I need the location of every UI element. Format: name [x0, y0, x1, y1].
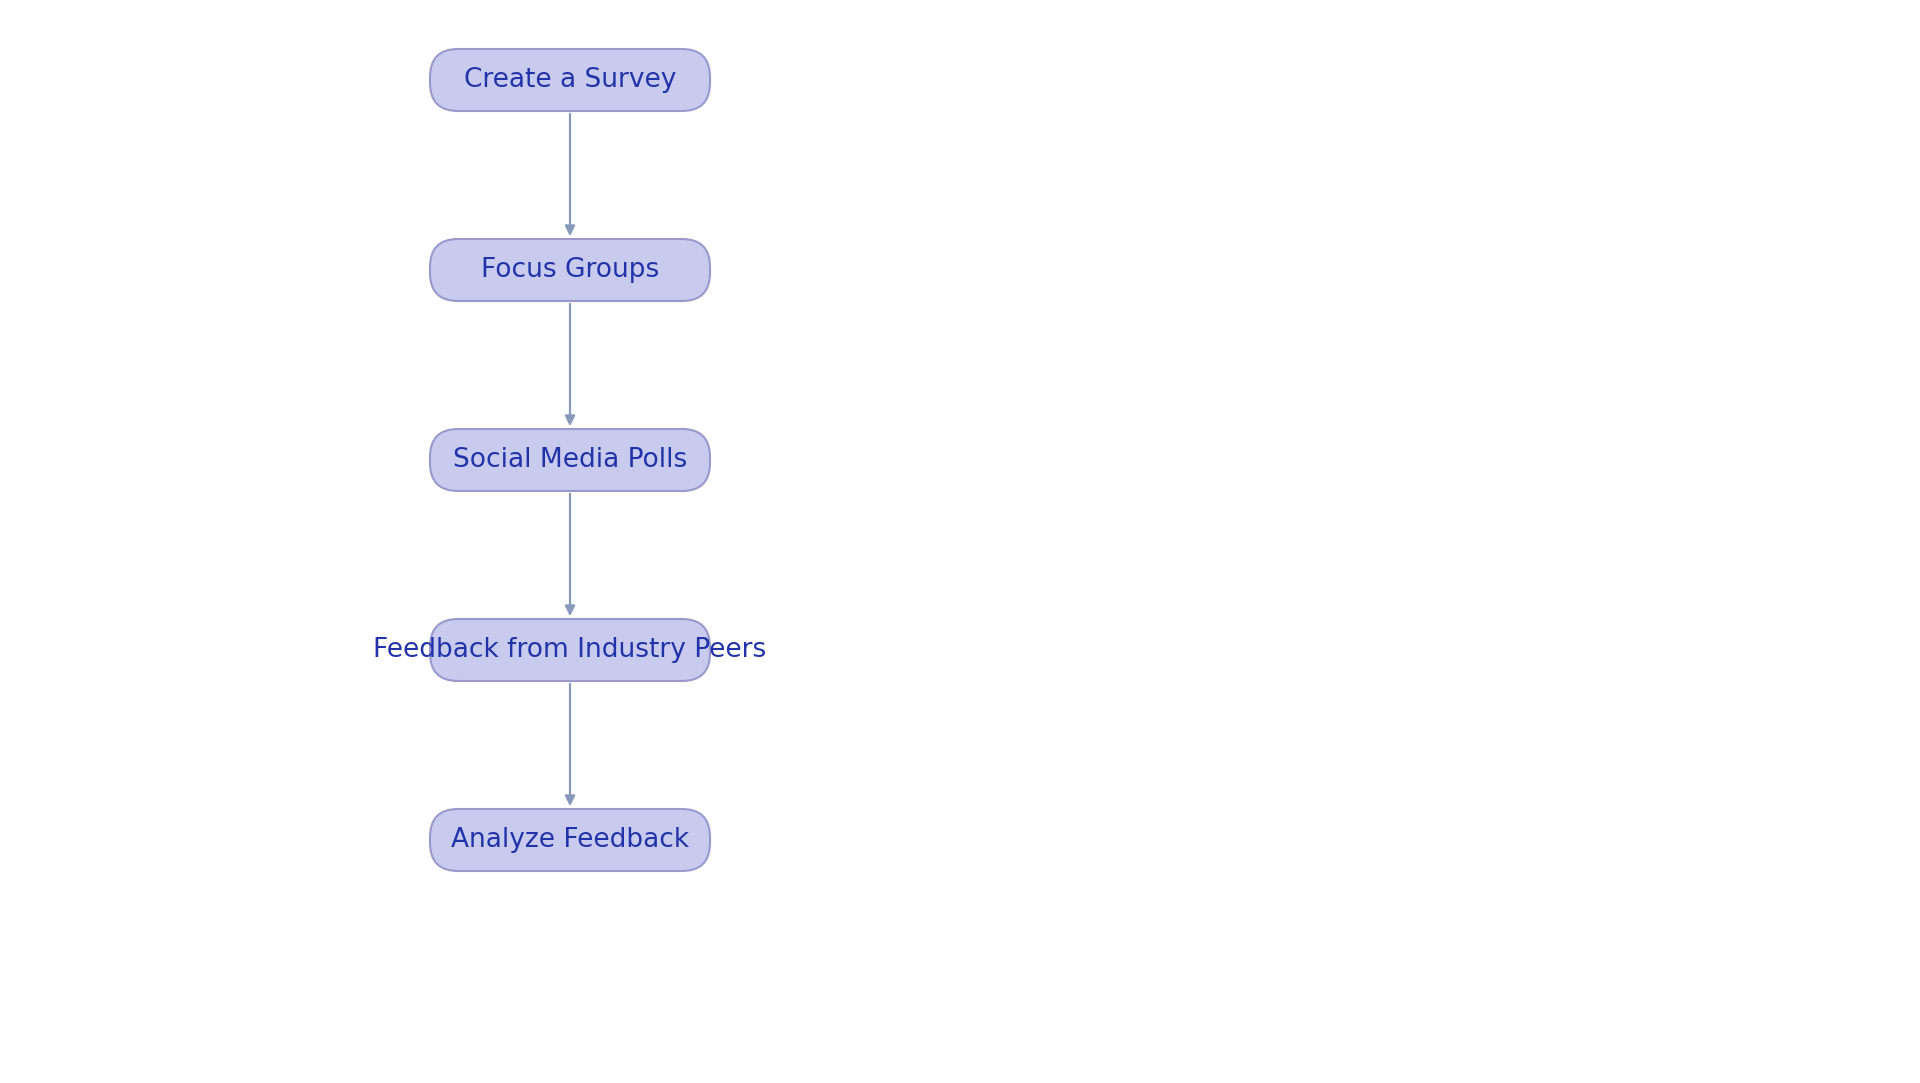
Text: Social Media Polls: Social Media Polls — [453, 447, 687, 473]
Text: Feedback from Industry Peers: Feedback from Industry Peers — [372, 637, 766, 663]
Text: Analyze Feedback: Analyze Feedback — [451, 827, 689, 853]
FancyBboxPatch shape — [430, 619, 710, 681]
FancyBboxPatch shape — [430, 809, 710, 871]
Text: Focus Groups: Focus Groups — [480, 257, 659, 283]
Text: Create a Survey: Create a Survey — [465, 67, 676, 93]
FancyBboxPatch shape — [430, 429, 710, 491]
FancyBboxPatch shape — [430, 49, 710, 110]
FancyBboxPatch shape — [430, 239, 710, 301]
